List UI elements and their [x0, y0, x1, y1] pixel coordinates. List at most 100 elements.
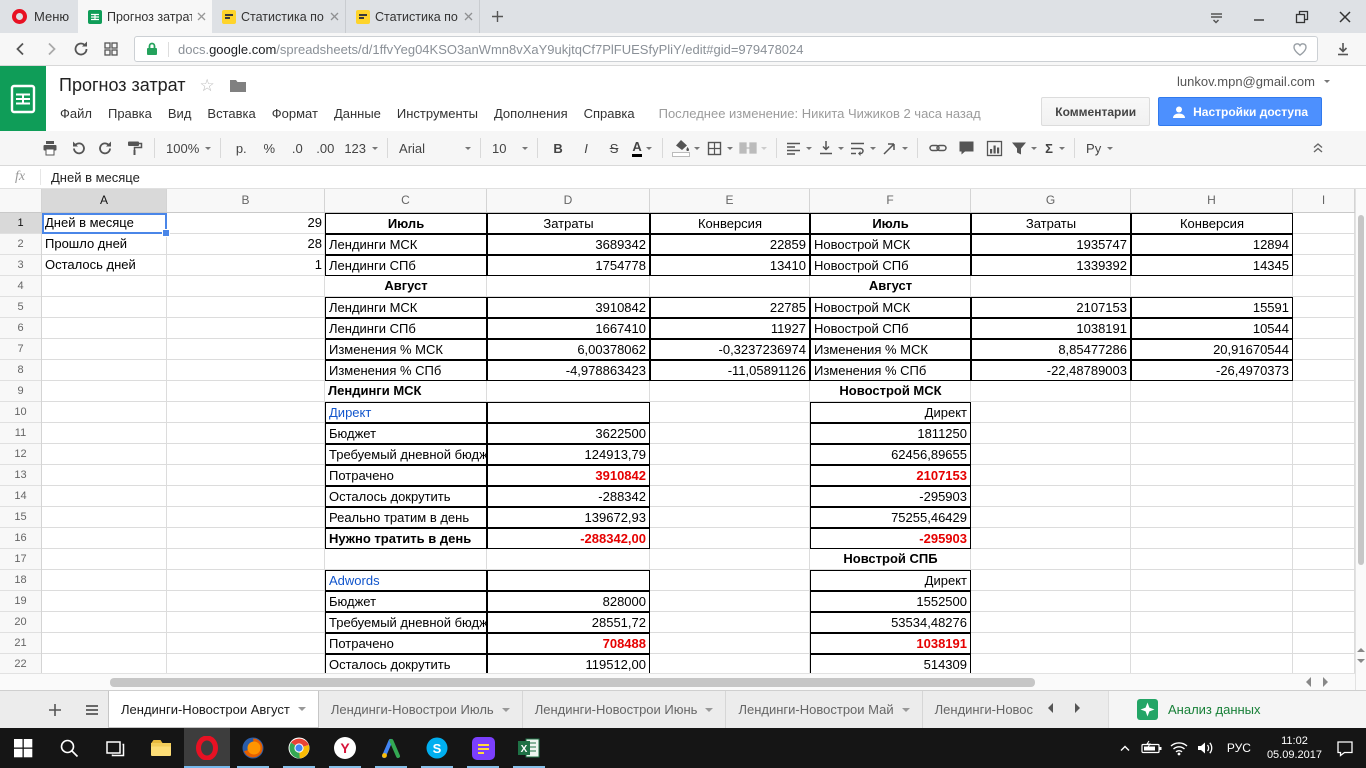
vertical-scrollbar[interactable] [1355, 189, 1366, 690]
cell-D10[interactable] [487, 402, 650, 423]
cell-C20[interactable]: Требуемый дневной бюдж [325, 612, 487, 633]
cell-F21[interactable]: 1038191 [810, 633, 971, 654]
cell-F3[interactable]: Новострой СПб [810, 255, 971, 276]
cell-C8[interactable]: Изменения % СПб [325, 360, 487, 381]
column-header-G[interactable]: G [971, 189, 1131, 212]
cell-F9[interactable]: Новострой МСК [839, 383, 942, 398]
font-size-select[interactable]: 10 [490, 136, 529, 160]
collapse-toolbar-icon[interactable] [1310, 138, 1326, 154]
cell-D1[interactable]: Затраты [487, 213, 650, 234]
cell-F8[interactable]: Изменения % СПб [810, 360, 971, 381]
row-header-12[interactable]: 12 [0, 444, 41, 465]
column-header-F[interactable]: F [810, 189, 971, 212]
cell-B3[interactable]: 1 [314, 257, 322, 272]
battery-icon[interactable] [1139, 728, 1166, 768]
menu-файл[interactable]: Файл [60, 106, 92, 121]
cell-D8[interactable]: -4,978863423 [487, 360, 650, 381]
back-button[interactable] [6, 36, 36, 62]
action-center-icon[interactable] [1331, 728, 1358, 768]
doc-title[interactable]: Прогноз затрат [59, 75, 186, 95]
taskbar-yandex-browser-icon[interactable]: Y [322, 728, 368, 768]
cell-D7[interactable]: 6,00378062 [487, 339, 650, 360]
sheet-tab[interactable]: Лендинги-Новострои Аг [923, 691, 1033, 728]
wifi-icon[interactable] [1166, 728, 1193, 768]
cell-A3[interactable]: Осталось дней [45, 257, 136, 272]
row-header-11[interactable]: 11 [0, 423, 41, 444]
cell-G2[interactable]: 1935747 [971, 234, 1131, 255]
menu-формат[interactable]: Формат [271, 106, 318, 121]
row-header-10[interactable]: 10 [0, 402, 41, 423]
borders-button[interactable] [706, 136, 734, 160]
download-icon[interactable] [1326, 36, 1360, 62]
cell-F10[interactable]: Директ [810, 402, 971, 423]
strikethrough-button[interactable]: S [609, 140, 619, 156]
cell-C1[interactable]: Июль [325, 213, 487, 234]
taskbar-adwords-icon[interactable] [368, 728, 414, 768]
increase-decimals-button[interactable]: .00 [316, 140, 335, 156]
menu-инструменты[interactable]: Инструменты [396, 106, 478, 121]
taskbar-yandex-direct-icon[interactable] [460, 728, 506, 768]
sheet-tab[interactable]: Лендинги-Новострои Май [726, 691, 923, 728]
column-header-I[interactable]: I [1293, 189, 1355, 212]
cell-B2[interactable]: 28 [307, 236, 322, 251]
language-indicator[interactable]: РУС [1226, 741, 1251, 755]
cell-F17[interactable]: Новстрой СПБ [843, 551, 938, 566]
comments-button[interactable]: Комментарии [1041, 97, 1151, 126]
menu-правка[interactable]: Правка [107, 106, 152, 121]
add-sheet-button[interactable] [38, 691, 72, 728]
cell-D13[interactable]: 3910842 [487, 465, 650, 486]
cell-D6[interactable]: 1667410 [487, 318, 650, 339]
row-header-1[interactable]: 1 [0, 213, 41, 234]
cell-F16[interactable]: -295903 [810, 528, 971, 549]
menu-данные[interactable]: Данные [333, 106, 381, 121]
bookmark-heart-icon[interactable] [1291, 40, 1309, 58]
tab-close-icon[interactable] [329, 11, 340, 22]
tab-close-icon[interactable] [463, 11, 474, 22]
cell-F2[interactable]: Новострой МСК [810, 234, 971, 255]
sheet-tab[interactable]: Лендинги-Новострои Август [108, 691, 319, 728]
restore-button[interactable] [1280, 0, 1323, 33]
speed-dial-icon[interactable] [96, 36, 126, 62]
vertical-align-button[interactable] [818, 136, 845, 160]
cell-C13[interactable]: Потрачено [325, 465, 487, 486]
cell-F1[interactable]: Июль [810, 213, 971, 234]
tab-menu-icon[interactable] [1194, 0, 1237, 33]
cell-C21[interactable]: Потрачено [325, 633, 487, 654]
row-header-22[interactable]: 22 [0, 654, 41, 673]
explore-button[interactable]: Анализ данных [1108, 691, 1366, 728]
row-header-21[interactable]: 21 [0, 633, 41, 654]
cell-G7[interactable]: 8,85477286 [971, 339, 1131, 360]
cell-C15[interactable]: Реально тратим в день [325, 507, 487, 528]
cell-F6[interactable]: Новострой СПб [810, 318, 971, 339]
cell-E6[interactable]: 11927 [650, 318, 810, 339]
scroll-left-icon[interactable] [1301, 677, 1311, 687]
browser-tab[interactable]: Статистика по всем камп [212, 0, 346, 33]
sheet-tab-menu-icon[interactable] [501, 707, 510, 716]
fill-color-button[interactable] [672, 136, 701, 160]
row-header-9[interactable]: 9 [0, 381, 41, 402]
row-header-16[interactable]: 16 [0, 528, 41, 549]
cell-C9[interactable]: Лендинги МСК [328, 383, 422, 398]
row-header-17[interactable]: 17 [0, 549, 41, 570]
taskbar-explorer-icon[interactable] [138, 728, 184, 768]
last-edit-status[interactable]: Последнее изменение: Никита Чижиков 2 ча… [658, 106, 981, 121]
horizontal-scrollbar[interactable] [0, 673, 1355, 690]
insert-comment-icon[interactable] [955, 136, 977, 160]
cell-E8[interactable]: -11,05891126 [650, 360, 810, 381]
column-header-E[interactable]: E [650, 189, 810, 212]
cell-D19[interactable]: 828000 [487, 591, 650, 612]
row-header-15[interactable]: 15 [0, 507, 41, 528]
taskbar-excel-icon[interactable]: X [506, 728, 552, 768]
taskbar-opera-icon[interactable] [184, 728, 230, 768]
account-menu[interactable]: lunkov.mpn@gmail.com [1177, 74, 1330, 89]
paint-format-icon[interactable] [123, 136, 145, 160]
italic-button[interactable]: I [584, 140, 588, 156]
browser-tab[interactable]: Статистика по всем камп [346, 0, 480, 33]
menu-справка[interactable]: Справка [583, 106, 635, 121]
cell-F11[interactable]: 1811250 [810, 423, 971, 444]
text-wrap-button[interactable] [850, 136, 877, 160]
sheet-scroll-right-icon[interactable] [1075, 703, 1085, 713]
cell-F13[interactable]: 2107153 [810, 465, 971, 486]
horizontal-align-button[interactable] [786, 136, 813, 160]
url-field[interactable]: docs.google.com/spreadsheets/d/1ffvYeg04… [134, 36, 1318, 62]
